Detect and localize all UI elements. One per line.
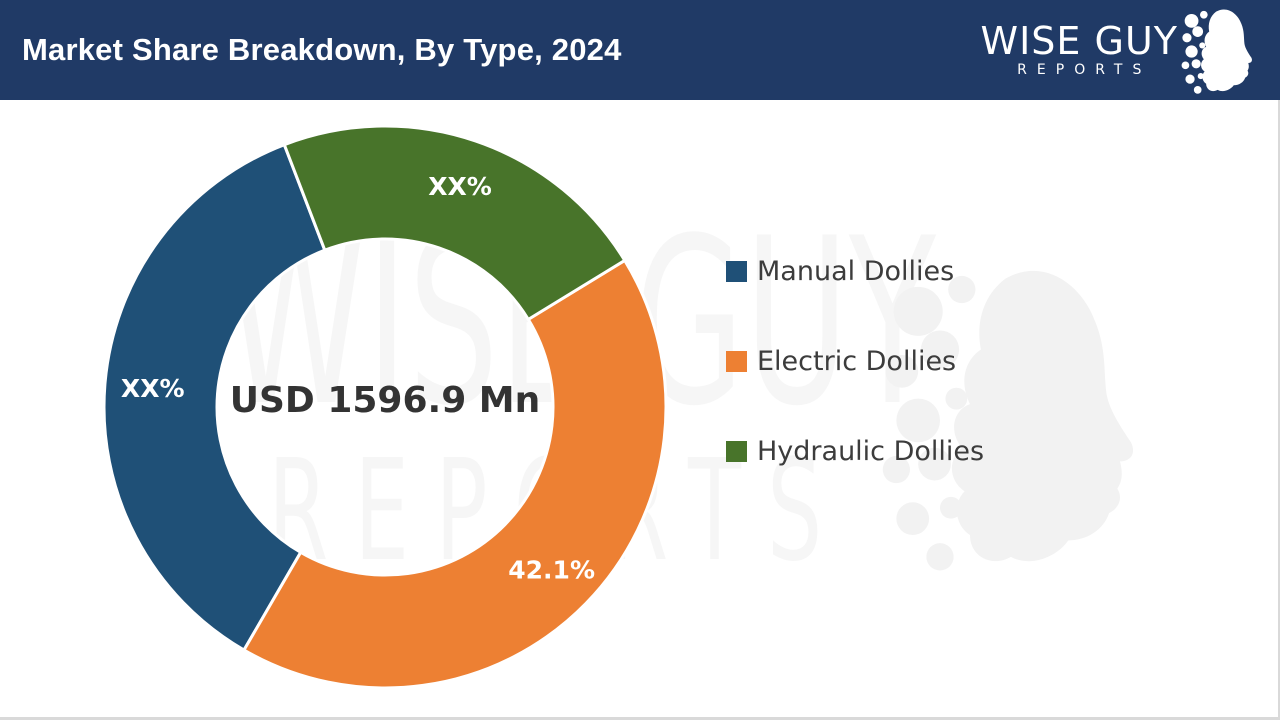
- chart-area: WISE GUY REPORTS XX%42.1%XX% USD 1596.9 …: [0, 100, 1280, 717]
- wiseguy-logo: WISE GUY REPORTS: [981, 4, 1280, 96]
- slice-value-label: XX%: [121, 374, 185, 403]
- slice-value-label: 42.1%: [508, 555, 595, 584]
- legend-label: Hydraulic Dollies: [757, 435, 985, 467]
- pie-slice-hydraulic-dollies: [282, 124, 627, 322]
- slice-value-label: XX%: [428, 172, 492, 201]
- donut-chart: XX% 42.1% XX%: [102, 124, 668, 690]
- pie-slice-manual-dollies: [102, 142, 327, 653]
- logo-subtitle: REPORTS: [1017, 62, 1152, 79]
- legend-label: Electric Dollies: [757, 345, 957, 377]
- legend-swatch-hydraulic-dollies: [726, 440, 747, 462]
- pie-slice-electric-dollies: [241, 258, 668, 690]
- legend-swatch-manual-dollies: [726, 260, 747, 282]
- wiseguy-logo-text: WISE GUY REPORTS: [980, 18, 1178, 79]
- header-bar: Market Share Breakdown, By Type, 2024 WI…: [0, 0, 1280, 100]
- legend-swatch-electric-dollies: [726, 350, 747, 372]
- donut-center-value: USD 1596.9 Mn: [229, 380, 541, 421]
- legend-label: Manual Dollies: [757, 255, 955, 287]
- chart-legend: Manual Dollies Electric Dollies Hydrauli…: [726, 257, 984, 527]
- legend-item-manual-dollies: Manual Dollies: [726, 257, 984, 285]
- page-title: Market Share Breakdown, By Type, 2024: [22, 32, 622, 67]
- legend-item-hydraulic-dollies: Hydraulic Dollies: [726, 437, 984, 465]
- logo-wordmark: WISE GUY: [980, 18, 1178, 63]
- wiseguy-face-icon: [1181, 9, 1252, 94]
- legend-item-electric-dollies: Electric Dollies: [726, 347, 984, 375]
